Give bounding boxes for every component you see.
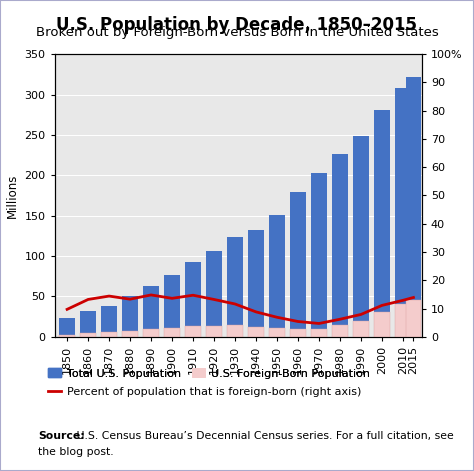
Legend: Total U.S. Population, U.S. Foreign-Born Population: Total U.S. Population, U.S. Foreign-Born… <box>44 364 374 383</box>
Bar <box>185 262 201 337</box>
Bar <box>164 328 180 337</box>
Bar <box>101 306 117 337</box>
Bar <box>269 215 285 337</box>
Y-axis label: Millions: Millions <box>6 173 19 218</box>
Bar <box>332 154 348 337</box>
Bar <box>122 296 138 337</box>
Bar <box>248 230 264 337</box>
Bar <box>248 327 264 337</box>
Text: the blog post.: the blog post. <box>38 447 114 456</box>
Bar <box>406 77 421 337</box>
Bar <box>332 325 348 337</box>
Bar <box>206 251 222 337</box>
Bar <box>269 328 285 337</box>
Text: Broken out by Foreign-Born versus Born in the United States: Broken out by Foreign-Born versus Born i… <box>36 26 438 39</box>
Bar <box>227 325 243 337</box>
Bar <box>374 110 390 337</box>
Bar <box>80 333 96 337</box>
Bar <box>185 326 201 337</box>
Bar <box>374 312 390 337</box>
Bar <box>353 321 369 337</box>
Bar <box>122 332 138 337</box>
Text: U.S. Population by Decade, 1850–2015: U.S. Population by Decade, 1850–2015 <box>56 16 418 34</box>
Bar <box>80 311 96 337</box>
Text: U.S. Census Bureau’s Decennial Census series. For a full citation, see: U.S. Census Bureau’s Decennial Census se… <box>73 431 454 441</box>
Legend: Percent of population that is foreign-born (right axis): Percent of population that is foreign-bo… <box>44 382 365 402</box>
Bar <box>59 335 75 337</box>
Bar <box>164 275 180 337</box>
Bar <box>353 136 369 337</box>
Bar <box>290 329 306 337</box>
Bar <box>59 318 75 337</box>
Bar <box>395 88 411 337</box>
Text: Source:: Source: <box>38 431 85 441</box>
Bar <box>395 304 411 337</box>
Bar <box>406 300 421 337</box>
Bar <box>290 192 306 337</box>
Bar <box>206 325 222 337</box>
Bar <box>101 332 117 337</box>
Bar <box>311 329 327 337</box>
Bar <box>143 286 159 337</box>
Bar <box>143 329 159 337</box>
Bar <box>227 237 243 337</box>
Bar <box>311 173 327 337</box>
